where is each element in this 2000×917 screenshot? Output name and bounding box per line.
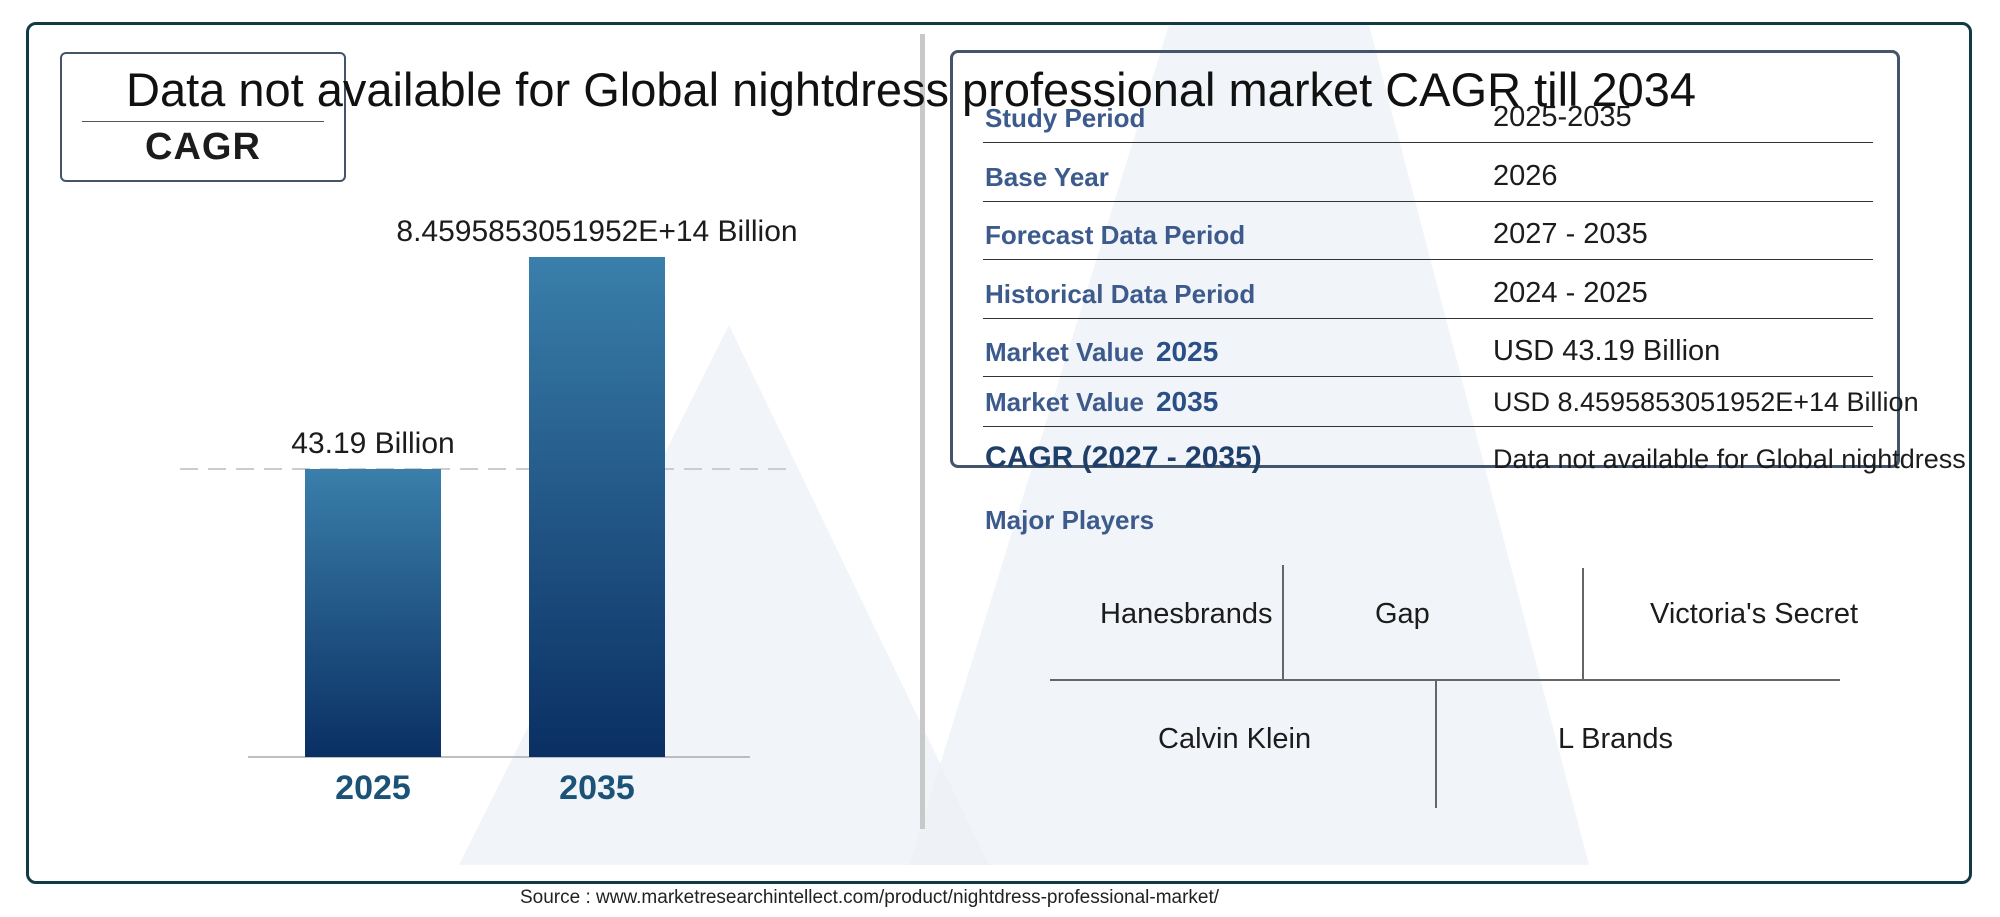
panel-divider <box>920 34 925 829</box>
source-note: Source : www.marketresearchintellect.com… <box>520 887 1220 908</box>
row-label-year: 2035 <box>1155 386 1219 417</box>
row-value: 2024 - 2025 <box>1493 277 1648 309</box>
row-value: USD 43.19 Billion <box>1493 335 1721 367</box>
players-divider <box>1282 565 1284 680</box>
player-name: Hanesbrands <box>1100 598 1273 630</box>
row-value: Data not available for Global nightdress <box>1493 444 1966 474</box>
cagr-box: CAGR <box>60 52 346 182</box>
table-row: Market Value 2035 USD 8.4595853051952E+14 … <box>983 377 1919 427</box>
row-value: 2027 - 2035 <box>1493 218 1648 250</box>
bar-value-label: 43.19 Billion <box>291 427 454 460</box>
row-label: Market Value 2025 <box>985 336 1219 367</box>
category-label: 2025 <box>335 769 411 807</box>
player-name: Gap <box>1375 598 1430 630</box>
bar-chart: 43.19 Billion 2025 8.4595853051952E+14 Bil… <box>180 215 798 807</box>
players-divider <box>1435 680 1437 808</box>
row-label: CAGR (2027 - 2035) <box>985 441 1262 474</box>
row-value: 2026 <box>1493 160 1558 192</box>
cagr-label: CAGR <box>145 126 261 168</box>
player-name: L Brands <box>1558 723 1673 755</box>
player-name: Calvin Klein <box>1158 723 1312 755</box>
row-value: USD 8.4595853051952E+14 Billion <box>1493 387 1919 417</box>
row-label: Base Year <box>985 162 1109 192</box>
row-label: Forecast Data Period <box>985 220 1246 250</box>
table-row: Historical Data Period 2024 - 2025 <box>983 260 1873 319</box>
bar-value-label: 8.4595853051952E+14 Billion <box>396 215 797 248</box>
players-divider <box>1582 568 1584 680</box>
table-row: CAGR (2027 - 2035) Data not available for… <box>983 427 1966 483</box>
row-label-year: 2025 <box>1155 336 1219 367</box>
row-value: 2025-2035 <box>1493 101 1632 133</box>
player-name: Victoria's Secret <box>1650 598 1859 630</box>
major-players-title: Major Players <box>985 505 1155 535</box>
bar-2035 <box>529 257 665 757</box>
bar-2025 <box>305 469 441 757</box>
table-row: Base Year 2026 <box>983 143 1873 202</box>
table-row: Study Period 2025-2035 <box>983 53 1873 143</box>
row-label: Study Period <box>985 103 1146 133</box>
row-label: Market Value 2035 <box>985 386 1219 417</box>
market-info-table: Study Period 2025-2035 Base Year 2026 Foreca… <box>950 50 1966 474</box>
category-label: 2035 <box>559 769 635 807</box>
players-divider <box>1050 679 1840 681</box>
cagr-box-divider <box>82 121 324 122</box>
table-row: Market Value 2025 USD 43.19 Billion <box>983 319 1873 377</box>
row-label: Historical Data Period <box>985 279 1256 309</box>
headline-text: Data not available for Global nightdress… <box>126 63 1697 116</box>
table-row: Forecast Data Period 2027 - 2035 <box>983 202 1873 260</box>
